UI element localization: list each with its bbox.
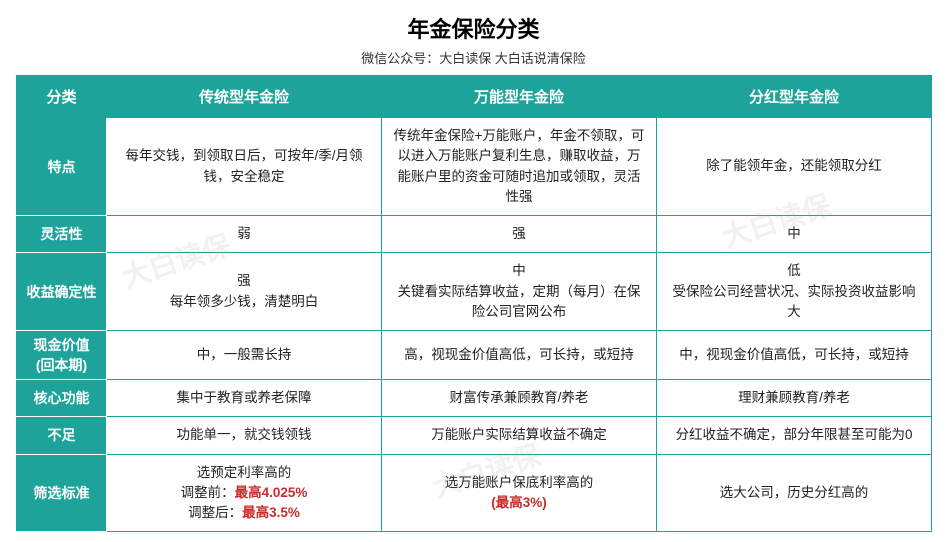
- table-cell: 高，视现金价值高低，可长持，或短持: [382, 331, 657, 380]
- table-row: 筛选标准选预定利率高的调整前：最高4.025%调整后：最高3.5%选万能账户保底…: [17, 454, 932, 532]
- table-cell: 功能单一，就交钱领钱: [107, 417, 382, 454]
- table-cell: 每年交钱，到领取日后，可按年/季/月领钱，安全稳定: [107, 118, 382, 216]
- table-row: 核心功能集中于教育或养老保障财富传承兼顾教育/养老理财兼顾教育/养老: [17, 380, 932, 417]
- row-head: 灵活性: [17, 216, 107, 253]
- table-cell: 选大公司，历史分红高的: [657, 454, 932, 532]
- table-cell: 财富传承兼顾教育/养老: [382, 380, 657, 417]
- row-head: 特点: [17, 118, 107, 216]
- table-cell: 强: [382, 216, 657, 253]
- table-cell: 理财兼顾教育/养老: [657, 380, 932, 417]
- header-col: 传统型年金险: [107, 76, 382, 118]
- table-cell: 选万能账户保底利率高的(最高3%): [382, 454, 657, 532]
- row-head: 现金价值(回本期): [17, 331, 107, 380]
- table-row: 灵活性弱强中: [17, 216, 932, 253]
- row-head: 不足: [17, 417, 107, 454]
- header-col: 分红型年金险: [657, 76, 932, 118]
- container: 年金保险分类 微信公众号：大白读保 大白话说清保险 分类传统型年金险万能型年金险…: [0, 0, 947, 542]
- table-cell: 低受保险公司经营状况、实际投资收益影响大: [657, 253, 932, 331]
- table-cell: 弱: [107, 216, 382, 253]
- header-category: 分类: [17, 76, 107, 118]
- table-cell: 万能账户实际结算收益不确定: [382, 417, 657, 454]
- table-cell: 传统年金保险+万能账户，年金不领取，可以进入万能账户复利生息，赚取收益，万能账户…: [382, 118, 657, 216]
- row-head: 筛选标准: [17, 454, 107, 532]
- table-cell: 中，视现金价值高低，可长持，或短持: [657, 331, 932, 380]
- table-cell: 集中于教育或养老保障: [107, 380, 382, 417]
- comparison-table: 分类传统型年金险万能型年金险分红型年金险 特点每年交钱，到领取日后，可按年/季/…: [16, 75, 932, 532]
- table-head: 分类传统型年金险万能型年金险分红型年金险: [17, 76, 932, 118]
- row-head: 核心功能: [17, 380, 107, 417]
- table-cell: 选预定利率高的调整前：最高4.025%调整后：最高3.5%: [107, 454, 382, 532]
- table-cell: 强每年领多少钱，清楚明白: [107, 253, 382, 331]
- table-cell: 除了能领年金，还能领取分红: [657, 118, 932, 216]
- table-cell: 中，一般需长持: [107, 331, 382, 380]
- table-body: 特点每年交钱，到领取日后，可按年/季/月领钱，安全稳定传统年金保险+万能账户，年…: [17, 118, 932, 532]
- table-row: 收益确定性强每年领多少钱，清楚明白中关键看实际结算收益，定期（每月）在保险公司官…: [17, 253, 932, 331]
- row-head: 收益确定性: [17, 253, 107, 331]
- page-title: 年金保险分类: [16, 12, 931, 44]
- table-row: 现金价值(回本期)中，一般需长持高，视现金价值高低，可长持，或短持中，视现金价值…: [17, 331, 932, 380]
- table-row: 特点每年交钱，到领取日后，可按年/季/月领钱，安全稳定传统年金保险+万能账户，年…: [17, 118, 932, 216]
- header-col: 万能型年金险: [382, 76, 657, 118]
- table-cell: 分红收益不确定，部分年限甚至可能为0: [657, 417, 932, 454]
- table-cell: 中: [657, 216, 932, 253]
- table-row: 不足功能单一，就交钱领钱万能账户实际结算收益不确定分红收益不确定，部分年限甚至可…: [17, 417, 932, 454]
- page-subtitle: 微信公众号：大白读保 大白话说清保险: [16, 48, 931, 67]
- table-cell: 中关键看实际结算收益，定期（每月）在保险公司官网公布: [382, 253, 657, 331]
